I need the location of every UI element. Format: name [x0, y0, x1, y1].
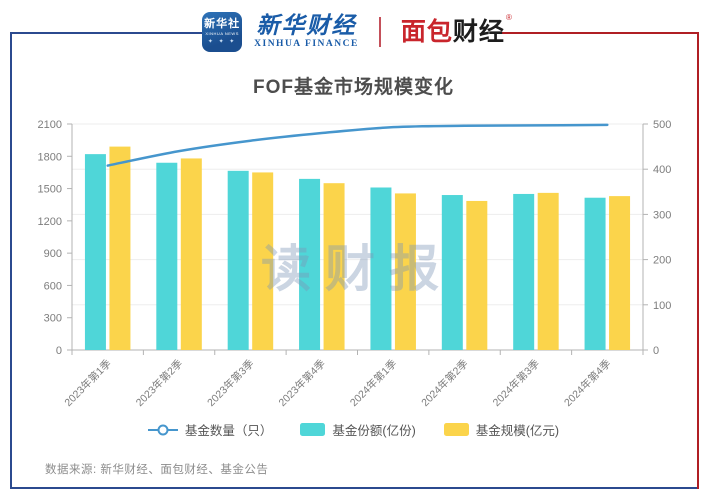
- bread-finance-name-black: 财经: [452, 17, 505, 46]
- bar-scale-q2: [180, 158, 202, 350]
- bar-share-q2: [156, 162, 178, 350]
- legend-label-fund-scale: 基金规模(亿元): [475, 424, 560, 438]
- bar-share-q1: [84, 154, 106, 350]
- xinhua-finance-logo: 新华财经 XINHUA FINANCE: [254, 14, 359, 50]
- right-axis-tick-label: 300: [653, 209, 671, 221]
- right-axis-tick-label: 200: [653, 255, 671, 267]
- combo-chart: 0 100 200 300 400 500 0 300 600 900 1200 1500 1800 21…: [38, 119, 672, 409]
- left-axis-tick-label: 600: [44, 280, 62, 292]
- frame-border-left: [10, 33, 12, 489]
- chart-area: 0 100 200 300 400 500 0 300 600 900 1200 1500 1800 21…: [28, 106, 683, 416]
- frame-border-bottom: [10, 487, 699, 489]
- x-axis-category-label: 2024年第3季: [490, 357, 542, 409]
- bar-scale-q8: [609, 196, 631, 350]
- left-axis-tick-label: 0: [56, 345, 62, 357]
- right-axis-tick-label: 0: [653, 345, 659, 357]
- legend-label-fund-count: 基金数量（只）: [184, 424, 273, 438]
- fund-count-line: [106, 123, 609, 167]
- line-marker-icon: [147, 424, 178, 435]
- frame-border-top-left: [10, 32, 236, 34]
- xinhua-news-sub: XINHUA NEWS: [205, 31, 239, 36]
- bread-finance-logo: 面包财经 ®: [400, 13, 512, 46]
- bar-share-q6: [441, 195, 463, 350]
- bar-share-q3: [227, 170, 249, 350]
- xinhua-news-logo-icon: 新华社 XINHUA NEWS ✦ ✦ ✦: [202, 12, 243, 52]
- bar-scale-q5: [394, 193, 416, 350]
- legend-item-fund-scale: 基金规模(亿元): [443, 420, 560, 439]
- right-axis-tick-label: 500: [653, 119, 671, 131]
- legend-label-fund-share: 基金份额(亿份): [332, 424, 416, 438]
- xinhua-news-name: 新华社: [204, 18, 241, 30]
- bar-scale-q3: [252, 172, 274, 350]
- teal-swatch-icon: [300, 423, 326, 436]
- bar-share-q5: [370, 187, 392, 350]
- left-axis-tick-label: 2100: [38, 119, 62, 131]
- frame-border-right: [697, 33, 699, 489]
- x-axis-category-label: 2023年第3季: [204, 357, 256, 409]
- data-source-note: 数据来源: 新华财经、面包财经、基金公告: [45, 464, 269, 476]
- x-axis-category-label: 2023年第1季: [62, 357, 114, 409]
- frame-border-top-right: [492, 32, 699, 34]
- x-axis-category-label: 2023年第4季: [276, 357, 328, 409]
- x-axis-category-label: 2024年第1季: [347, 357, 399, 409]
- registered-mark-icon: ®: [505, 12, 513, 22]
- bar-scale-q1: [109, 146, 131, 350]
- bar-scale-q4: [323, 183, 345, 350]
- left-axis-tick-label: 1200: [38, 216, 62, 228]
- left-axis-tick-label: 1500: [38, 184, 62, 196]
- logo-divider: [378, 17, 381, 47]
- xinhua-finance-name: 新华财经: [256, 12, 357, 39]
- legend-item-fund-count: 基金数量（只）: [147, 420, 273, 439]
- chart-title: FOF基金市场规模变化: [253, 77, 454, 98]
- x-axis-category-label: 2023年第2季: [133, 357, 185, 409]
- bar-share-q8: [584, 197, 606, 350]
- bar-share-q4: [299, 178, 321, 350]
- right-axis-tick-label: 400: [653, 164, 671, 176]
- left-axis-tick-label: 300: [44, 313, 62, 325]
- yellow-swatch-icon: [443, 423, 469, 436]
- bar-scale-q6: [466, 200, 488, 350]
- right-axis-tick-label: 100: [653, 300, 671, 312]
- bar-scale-q7: [537, 192, 559, 350]
- xinhua-news-stars-icon: ✦ ✦ ✦: [207, 39, 237, 45]
- header-logos: 新华社 XINHUA NEWS ✦ ✦ ✦ 新华财经 XINHUA FINANC…: [0, 6, 707, 58]
- chart-legend: 基金数量（只） 基金份额(亿份) 基金规模(亿元): [0, 420, 707, 439]
- bar-share-q7: [513, 193, 535, 350]
- x-axis-category-label: 2024年第2季: [419, 357, 471, 409]
- left-axis-tick-label: 900: [44, 248, 62, 260]
- left-axis-tick-label: 1800: [38, 151, 62, 163]
- xinhua-finance-sub: XINHUA FINANCE: [254, 39, 359, 50]
- legend-item-fund-share: 基金份额(亿份): [300, 420, 416, 439]
- x-axis-category-label: 2024年第4季: [561, 357, 613, 409]
- bread-finance-name-red: 面包: [400, 17, 453, 46]
